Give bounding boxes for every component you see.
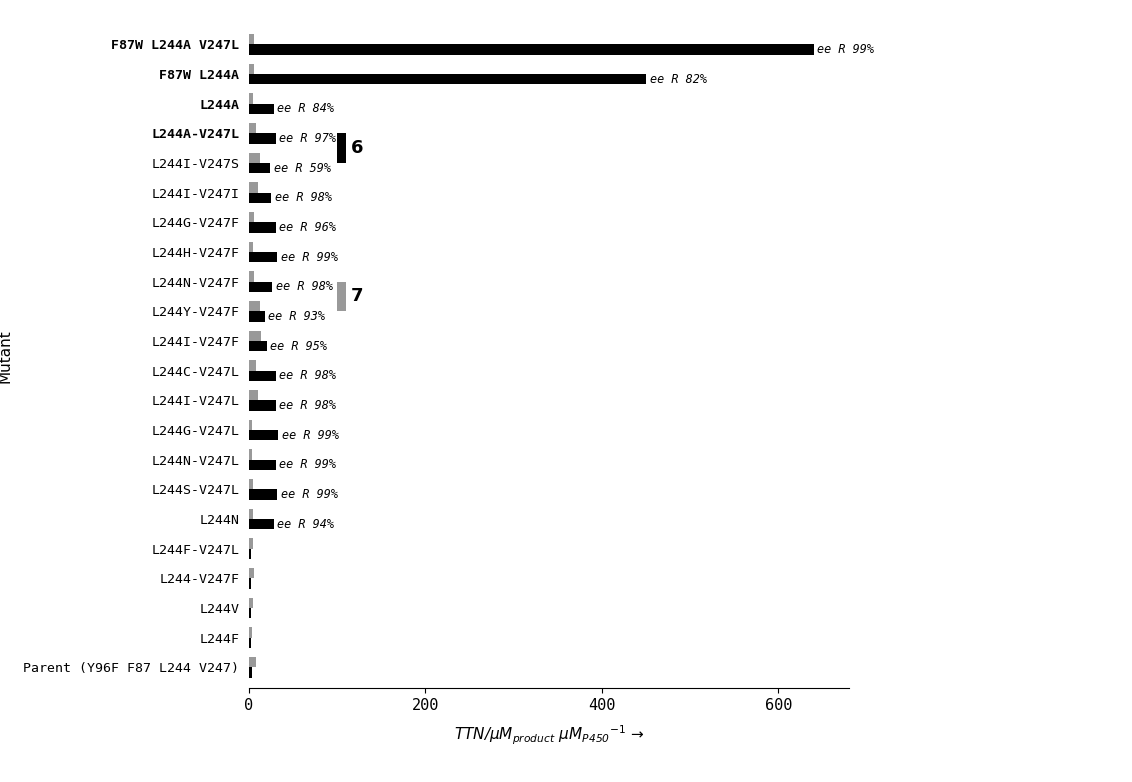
Bar [249,519,274,529]
Bar [249,400,275,411]
Bar [249,538,252,549]
Bar [249,152,259,163]
Bar [249,508,252,519]
Bar [249,341,267,351]
Bar [249,390,258,400]
Bar [249,63,255,74]
Bar [249,133,275,144]
Bar [249,479,252,490]
Text: ee R 99%: ee R 99% [282,429,338,442]
Text: ee R 97%: ee R 97% [278,132,336,145]
Bar [249,579,251,589]
Text: ee R 99%: ee R 99% [817,43,874,56]
Bar [249,490,277,500]
Bar [249,282,272,292]
Text: ee R 98%: ee R 98% [278,369,336,382]
Bar [249,93,252,103]
Text: ee R 95%: ee R 95% [271,339,327,353]
Bar [249,182,258,192]
Bar [249,568,255,579]
Bar [249,74,646,84]
Text: ee R 99%: ee R 99% [281,488,337,501]
Text: 7: 7 [351,288,363,306]
Bar [249,163,271,174]
Bar [249,45,814,55]
Bar [249,212,255,222]
Bar [249,123,256,133]
Bar [249,608,251,619]
Text: ee R 96%: ee R 96% [278,221,336,234]
Bar [249,311,265,321]
Bar [249,271,255,282]
Bar [249,460,275,470]
Text: ee R 59%: ee R 59% [274,162,331,174]
Bar [249,301,259,311]
Bar [249,627,251,637]
Text: ee R 98%: ee R 98% [275,280,333,293]
Bar [249,420,251,430]
Bar [249,637,251,648]
Bar [249,549,251,559]
Text: ee R 99%: ee R 99% [281,251,337,264]
Bar [249,252,277,262]
Y-axis label: Mutant: Mutant [0,329,12,382]
Text: ee R 98%: ee R 98% [278,399,336,412]
Text: ee R 82%: ee R 82% [650,73,706,85]
FancyBboxPatch shape [337,133,346,163]
Bar [249,34,255,45]
FancyBboxPatch shape [337,282,346,311]
Bar [249,222,275,233]
Text: ee R 99%: ee R 99% [278,458,336,472]
Bar [249,597,252,608]
Bar [249,242,252,252]
Bar [249,430,278,440]
Text: 6: 6 [351,139,363,157]
Text: ee R 84%: ee R 84% [277,102,334,115]
Bar [249,667,251,678]
Bar [249,361,256,371]
Text: ee R 98%: ee R 98% [275,192,332,204]
Bar [249,192,271,203]
X-axis label: TTN/μM$_\mathregular{product}$ μM$_\mathregular{P450}$$^{-1}$ →: TTN/μM$_\mathregular{product}$ μM$_\math… [454,724,644,748]
Bar [249,331,261,341]
Text: ee R 93%: ee R 93% [268,310,326,323]
Bar [249,657,256,667]
Bar [249,450,251,460]
Bar [249,103,274,114]
Text: ee R 94%: ee R 94% [277,518,334,531]
Bar [249,371,275,381]
